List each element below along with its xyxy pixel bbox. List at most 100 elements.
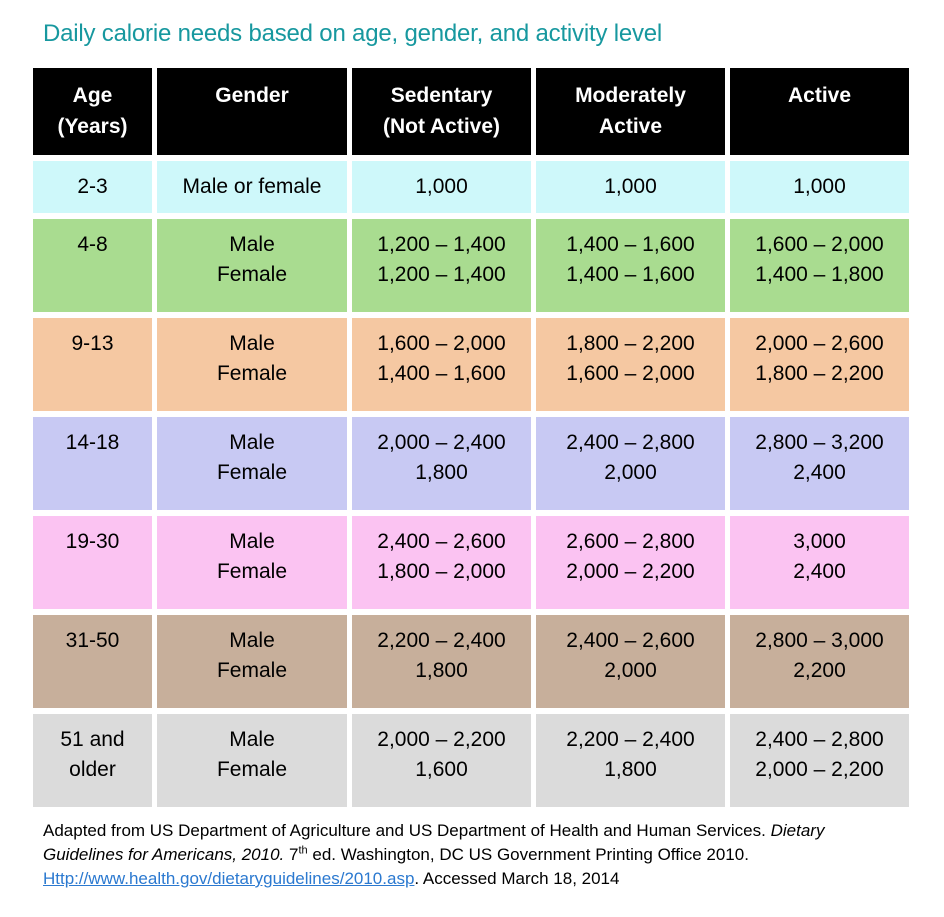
cell-line: 2,400 – 2,800 bbox=[566, 431, 695, 454]
cell-sedentary: 1,200 – 1,400 1,200 – 1,400 bbox=[352, 219, 531, 312]
cell-line: Female bbox=[216, 758, 288, 781]
cell-line: 2,200 bbox=[793, 659, 846, 682]
cell-line: 1,000 bbox=[604, 175, 657, 198]
cell-line: 2,200 – 2,400 bbox=[566, 728, 695, 751]
cell-age: 19-30 bbox=[33, 516, 152, 609]
cell-line: 2,600 – 2,800 bbox=[566, 530, 695, 553]
header-line: (Not Active) bbox=[382, 115, 501, 138]
cell-line: 1,600 – 2,000 bbox=[377, 332, 506, 355]
cell-sedentary: 1,600 – 2,000 1,400 – 1,600 bbox=[352, 318, 531, 411]
cell-line: Female bbox=[216, 461, 288, 484]
cell-line: 1,000 bbox=[415, 175, 468, 198]
cell-line: older bbox=[69, 758, 116, 781]
cell-gender: Male Female bbox=[157, 318, 347, 411]
citation-italic: Guidelines for Americans, 2010. bbox=[43, 845, 285, 864]
cell-line: 19-30 bbox=[65, 530, 120, 553]
dietary-guidelines-link[interactable]: Http://www.health.gov/dietaryguidelines/… bbox=[43, 869, 415, 888]
header-cell-sedentary: Sedentary (Not Active) bbox=[352, 68, 531, 155]
cell-moderately-active: 2,400 – 2,800 2,000 bbox=[536, 417, 725, 510]
cell-age: 4-8 bbox=[33, 219, 152, 312]
cell-active: 1,000 bbox=[730, 161, 909, 213]
citation-italic: Dietary bbox=[770, 821, 825, 840]
page-title: Daily calorie needs based on age, gender… bbox=[43, 20, 663, 47]
cell-line: 9-13 bbox=[71, 332, 114, 355]
cell-line: Male bbox=[229, 233, 275, 256]
citation-text: . Accessed March 18, 2014 bbox=[414, 869, 620, 888]
header-cell-gender: Gender bbox=[157, 68, 347, 155]
cell-moderately-active: 2,600 – 2,800 2,000 – 2,200 bbox=[536, 516, 725, 609]
cell-line: 1,600 – 2,000 bbox=[755, 233, 884, 256]
cell-line: 2,400 – 2,800 bbox=[755, 728, 884, 751]
cell-moderately-active: 2,400 – 2,600 2,000 bbox=[536, 615, 725, 708]
cell-active: 2,000 – 2,600 1,800 – 2,200 bbox=[730, 318, 909, 411]
cell-line: 1,800 bbox=[415, 659, 468, 682]
cell-line: 3,000 bbox=[793, 530, 846, 553]
cell-sedentary: 1,000 bbox=[352, 161, 531, 213]
citation: Adapted from US Department of Agricultur… bbox=[43, 819, 921, 891]
cell-active: 3,000 2,400 bbox=[730, 516, 909, 609]
header-cell-active: Active bbox=[730, 68, 909, 155]
cell-moderately-active: 1,000 bbox=[536, 161, 725, 213]
cell-active: 2,800 – 3,000 2,200 bbox=[730, 615, 909, 708]
cell-line: 1,400 – 1,600 bbox=[377, 362, 506, 385]
cell-line: Male bbox=[229, 728, 275, 751]
header-line: Active bbox=[598, 115, 663, 138]
cell-line: 1,000 bbox=[793, 175, 846, 198]
cell-line: 1,800 – 2,200 bbox=[566, 332, 695, 355]
cell-line: Female bbox=[216, 362, 288, 385]
cell-sedentary: 2,200 – 2,400 1,800 bbox=[352, 615, 531, 708]
cell-line: 2,800 – 3,000 bbox=[755, 629, 884, 652]
cell-moderately-active: 2,200 – 2,400 1,800 bbox=[536, 714, 725, 807]
cell-line: Male or female bbox=[182, 175, 322, 198]
cell-line: 2,000 – 2,600 bbox=[755, 332, 884, 355]
citation-text: 7 bbox=[284, 845, 299, 864]
cell-sedentary: 2,000 – 2,200 1,600 bbox=[352, 714, 531, 807]
cell-gender: Male or female bbox=[157, 161, 347, 213]
cell-line: 31-50 bbox=[65, 629, 120, 652]
cell-line: 51 and bbox=[60, 728, 125, 751]
header-line: Gender bbox=[215, 84, 289, 107]
cell-line: 1,200 – 1,400 bbox=[377, 233, 506, 256]
cell-age: 14-18 bbox=[33, 417, 152, 510]
cell-line: 2,400 bbox=[793, 560, 846, 583]
header-cell-age: Age (Years) bbox=[33, 68, 152, 155]
cell-line: Male bbox=[229, 530, 275, 553]
cell-sedentary: 2,000 – 2,400 1,800 bbox=[352, 417, 531, 510]
cell-gender: Male Female bbox=[157, 615, 347, 708]
cell-line: Male bbox=[229, 629, 275, 652]
cell-line: Female bbox=[216, 263, 288, 286]
header-cell-moderately-active: Moderately Active bbox=[536, 68, 725, 155]
citation-line-1: Adapted from US Department of Agricultur… bbox=[43, 819, 921, 843]
cell-line: 2,000 – 2,200 bbox=[377, 728, 506, 751]
cell-active: 2,800 – 3,200 2,400 bbox=[730, 417, 909, 510]
cell-line: 2,000 – 2,200 bbox=[566, 560, 695, 583]
cell-line: Female bbox=[216, 560, 288, 583]
cell-line: 1,600 – 2,000 bbox=[566, 362, 695, 385]
cell-line: 1,800 bbox=[415, 461, 468, 484]
header-line: Active bbox=[787, 84, 852, 107]
header-line: Age bbox=[72, 84, 113, 107]
citation-superscript: th bbox=[298, 844, 308, 857]
cell-line: 2,400 bbox=[793, 461, 846, 484]
cell-gender: Male Female bbox=[157, 516, 347, 609]
cell-line: 2,000 – 2,200 bbox=[755, 758, 884, 781]
cell-line: 2-3 bbox=[77, 175, 108, 198]
cell-gender: Male Female bbox=[157, 219, 347, 312]
cell-moderately-active: 1,800 – 2,200 1,600 – 2,000 bbox=[536, 318, 725, 411]
cell-age: 51 and older bbox=[33, 714, 152, 807]
cell-age: 2-3 bbox=[33, 161, 152, 213]
citation-text: ed. Washington, DC US Government Printin… bbox=[307, 845, 749, 864]
cell-line: 1,400 – 1,600 bbox=[566, 263, 695, 286]
calorie-table: Age (Years) Gender Sedentary (Not Active… bbox=[33, 68, 909, 807]
citation-line-2: Guidelines for Americans, 2010. 7th ed. … bbox=[43, 843, 921, 867]
citation-line-3: Http://www.health.gov/dietaryguidelines/… bbox=[43, 867, 921, 891]
cell-line: 4-8 bbox=[77, 233, 108, 256]
header-line: Moderately bbox=[575, 84, 686, 107]
cell-line: 2,400 – 2,600 bbox=[566, 629, 695, 652]
cell-line: 1,800 – 2,000 bbox=[377, 560, 506, 583]
header-line: Sedentary bbox=[390, 84, 493, 107]
cell-gender: Male Female bbox=[157, 714, 347, 807]
cell-line: 1,800 – 2,200 bbox=[755, 362, 884, 385]
cell-line: 2,000 – 2,400 bbox=[377, 431, 506, 454]
cell-age: 9-13 bbox=[33, 318, 152, 411]
